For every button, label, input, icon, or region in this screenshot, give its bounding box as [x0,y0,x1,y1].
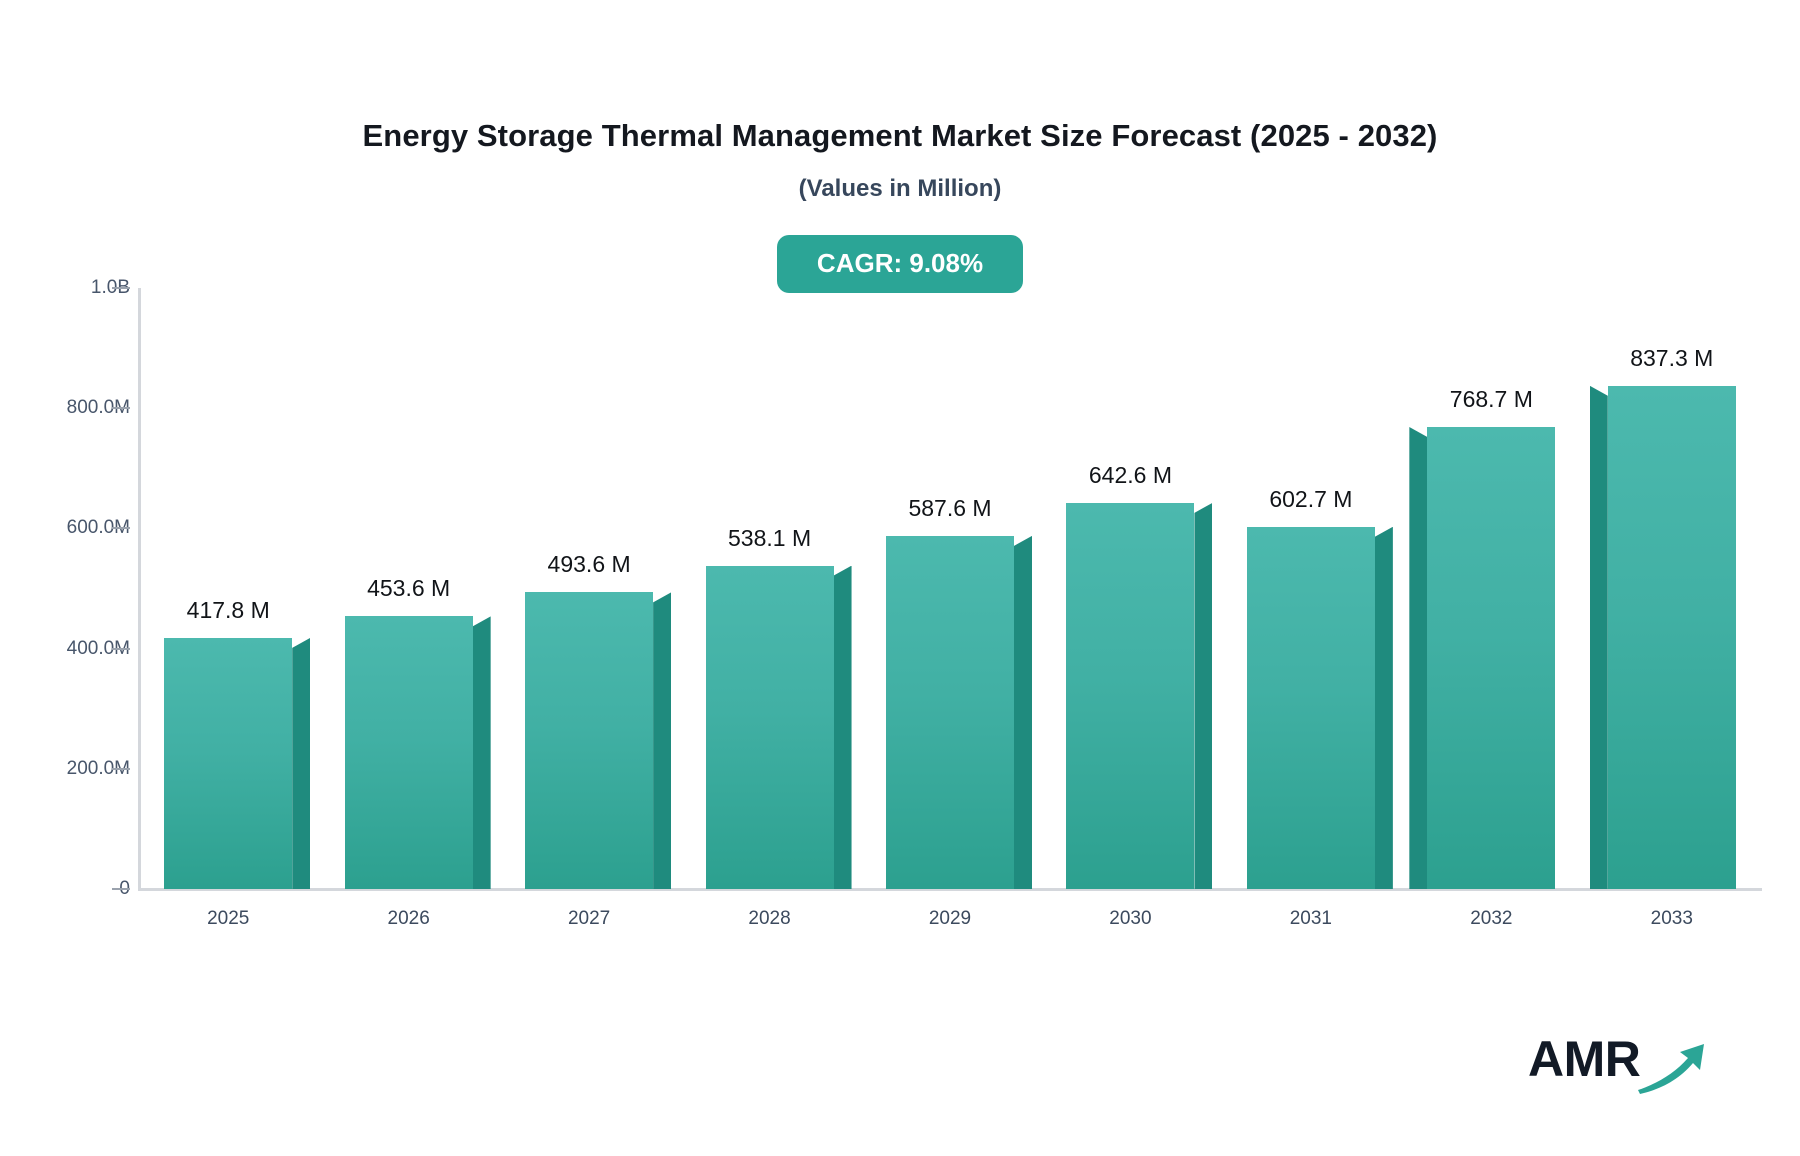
bar-value-label: 642.6 M [1088,461,1172,488]
bar-value-label: 453.6 M [367,575,451,602]
bar-2031[interactable]: 602.7 M [1246,288,1393,889]
bar-2030[interactable]: 642.6 M [1066,288,1213,889]
bar-side-face [1374,526,1393,889]
bar-2025[interactable]: 417.8 M [164,288,311,889]
x-axis-tick-label: 2030 [1109,908,1152,929]
bar-2029[interactable]: 587.6 M [886,288,1032,889]
y-axis-tick-label: 0 [0,878,130,900]
y-axis-tick-mark [112,407,130,410]
bar-value-label: 602.7 M [1269,485,1353,512]
bar-side-face [833,565,852,889]
y-axis-tick-label: 1.0B [90,277,130,298]
bar-front-face [1427,427,1556,889]
bar-side-face [1409,427,1428,889]
bar-2027[interactable]: 493.6 M [525,288,672,889]
bar-front-face [705,565,834,889]
bar-value-label: 493.6 M [547,551,631,578]
bar-front-face [1607,385,1736,889]
y-axis-tick-label: 400.0M [66,637,130,659]
y-axis-tick-mark [112,527,130,530]
chart-subtitle: (Values in Million) [798,175,1002,202]
y-axis-tick-mark [112,287,130,289]
bar-side-face [1014,535,1032,889]
y-axis-tick-mark [112,767,130,770]
bar-side-face [1589,385,1608,889]
bar-value-label: 417.8 M [186,596,270,623]
bar-front-face [164,637,293,889]
amr-logo-text: AMR [1528,1031,1641,1087]
x-axis-tick-label: 2029 [928,908,972,929]
y-axis-tick-mark [112,647,130,650]
bar-side-face [653,592,672,889]
bar-front-face [886,535,1014,889]
chart-header: Energy Storage Thermal Management Market… [0,0,1800,293]
bar-value-label: 837.3 M [1630,344,1714,371]
bar-value-label: 768.7 M [1449,386,1533,413]
bar-2028[interactable]: 538.1 M [705,288,852,889]
bar-front-face [344,616,473,889]
x-axis-tick-label: 2033 [1650,908,1693,929]
bar-front-face [1246,526,1375,889]
bar-2026[interactable]: 453.6 M [344,288,491,889]
bar-front-face [1066,502,1195,889]
trend-up-arrow-icon [1636,1040,1708,1101]
y-axis-tick-mark [112,888,130,890]
x-axis-tick-label: 2031 [1289,908,1333,929]
cagr-badge: CAGR: 9.08% [776,235,1024,293]
bar-2033[interactable]: 837.3 M [1589,288,1736,889]
page-title: Energy Storage Thermal Management Market… [362,118,1438,153]
x-axis-tick-label: 2026 [387,908,430,929]
x-axis-tick-label: 2027 [567,908,611,929]
x-axis-tick-label: 2028 [748,908,791,929]
bars-layer: 417.8 M 453.6 M 493.6 M 538.1 M 587.6 M 642.6… [138,288,1762,889]
x-axis-tick-label: 2025 [207,908,250,929]
y-axis-tick-label: 600.0M [66,517,130,539]
bar-value-label: 587.6 M [908,494,992,521]
y-axis-tick-label: 200.0M [66,757,130,779]
amr-logo: AMR [1528,1030,1708,1102]
y-axis-tick-label: 800.0M [66,397,130,419]
bar-value-label: 538.1 M [727,524,812,551]
bar-front-face [525,592,654,889]
x-axis-tick-label: 2032 [1470,908,1513,929]
bar-side-face [292,637,311,889]
bar-side-face [472,616,491,889]
x-axis-line [138,888,1762,891]
bar-2032[interactable]: 768.7 M [1409,288,1556,889]
bar-side-face [1194,502,1213,889]
y-axis-line [138,288,141,889]
